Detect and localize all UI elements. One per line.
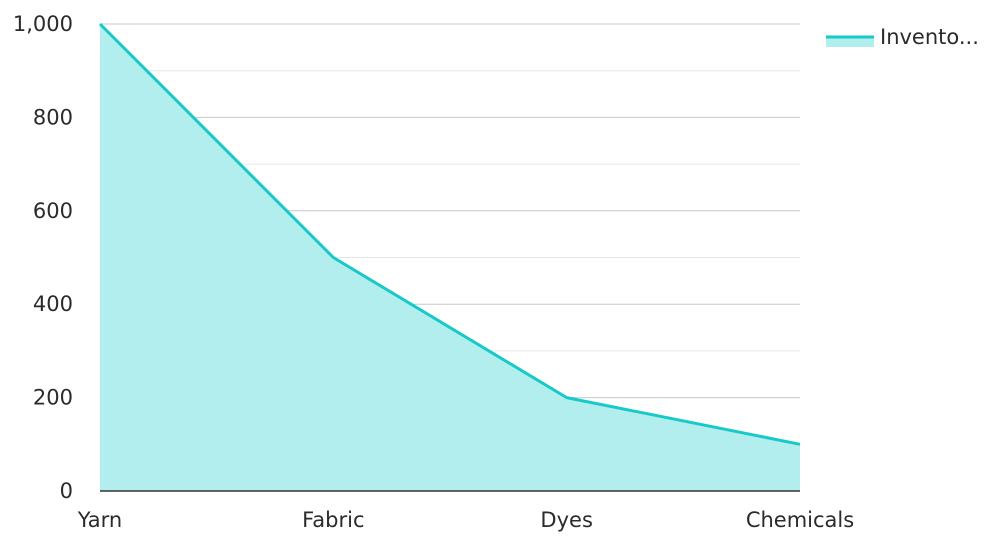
y-tick-label: 1,000 <box>13 12 73 36</box>
y-tick-label: 600 <box>33 199 73 223</box>
series-area-fill <box>100 24 800 491</box>
y-tick-label: 0 <box>60 479 73 503</box>
x-tick-label: Fabric <box>302 508 364 532</box>
x-tick-label: Chemicals <box>746 508 854 532</box>
x-tick-label: Dyes <box>540 508 592 532</box>
legend-swatch <box>826 36 874 47</box>
legend-label: Invento... <box>880 25 979 49</box>
plot-area <box>98 22 801 491</box>
series-line <box>98 22 801 446</box>
x-axis-ticks: Yarn Fabric Dyes Chemicals <box>77 508 854 532</box>
y-tick-label: 800 <box>33 105 73 129</box>
legend[interactable]: Invento... <box>826 25 979 49</box>
y-tick-label: 400 <box>33 292 73 316</box>
y-axis-ticks: 0 200 400 600 800 1,000 <box>13 12 73 503</box>
x-tick-label: Yarn <box>77 508 122 532</box>
y-tick-label: 200 <box>33 386 73 410</box>
